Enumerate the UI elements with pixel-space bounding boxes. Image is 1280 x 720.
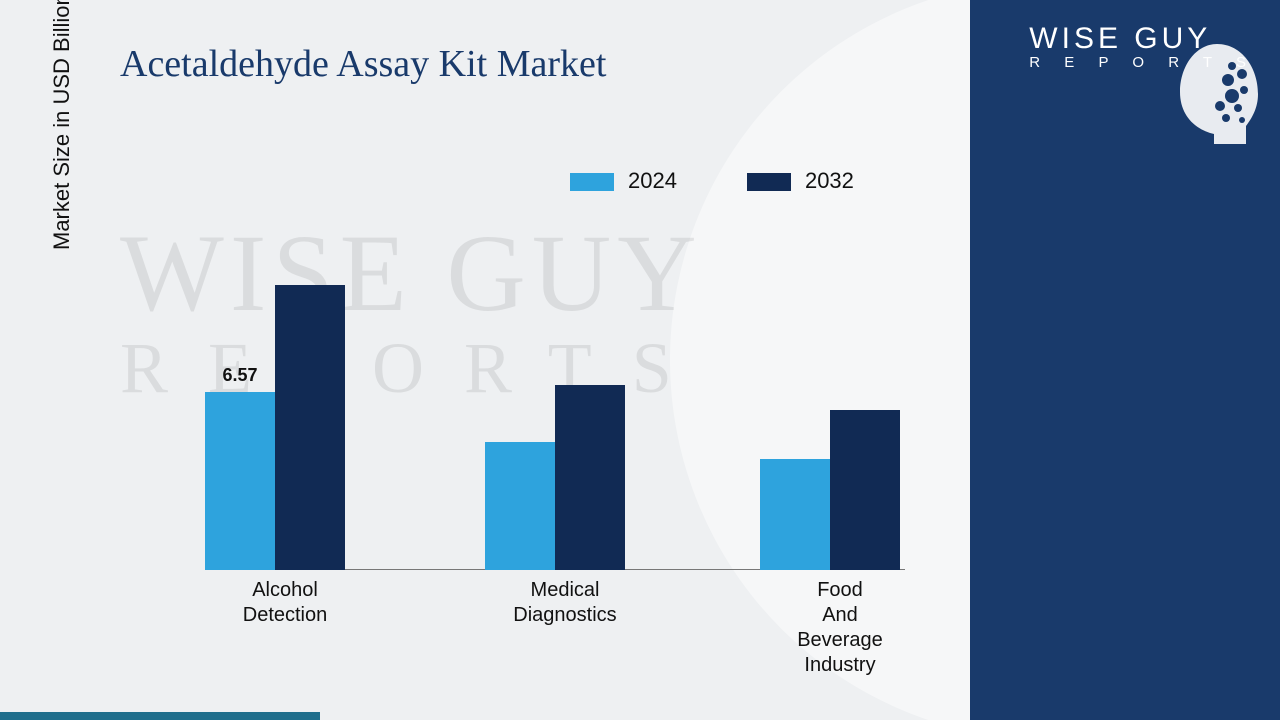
bar <box>485 442 555 570</box>
bar <box>830 410 900 570</box>
bottom-accent-bar <box>0 712 320 720</box>
bar <box>760 459 830 570</box>
chart-area: Market Size in USD Billion 6.57 AlcoholD… <box>95 170 925 640</box>
bar <box>275 285 345 570</box>
bar <box>205 392 275 570</box>
bar <box>555 385 625 570</box>
category-label: FoodAndBeverageIndustry <box>760 578 920 678</box>
brand-logo: WISE GUY R E P O R T S <box>1029 22 1256 71</box>
logo-head-icon <box>1172 40 1262 150</box>
category-label: MedicalDiagnostics <box>485 578 645 628</box>
chart-title: Acetaldehyde Assay Kit Market <box>120 42 606 86</box>
y-axis-label: Market Size in USD Billion <box>49 0 75 250</box>
stage: Acetaldehyde Assay Kit Market WISE GUY R… <box>0 0 1280 720</box>
category-label: AlcoholDetection <box>205 578 365 628</box>
bar-value-label: 6.57 <box>205 365 275 386</box>
plot-area: 6.57 <box>205 190 905 570</box>
